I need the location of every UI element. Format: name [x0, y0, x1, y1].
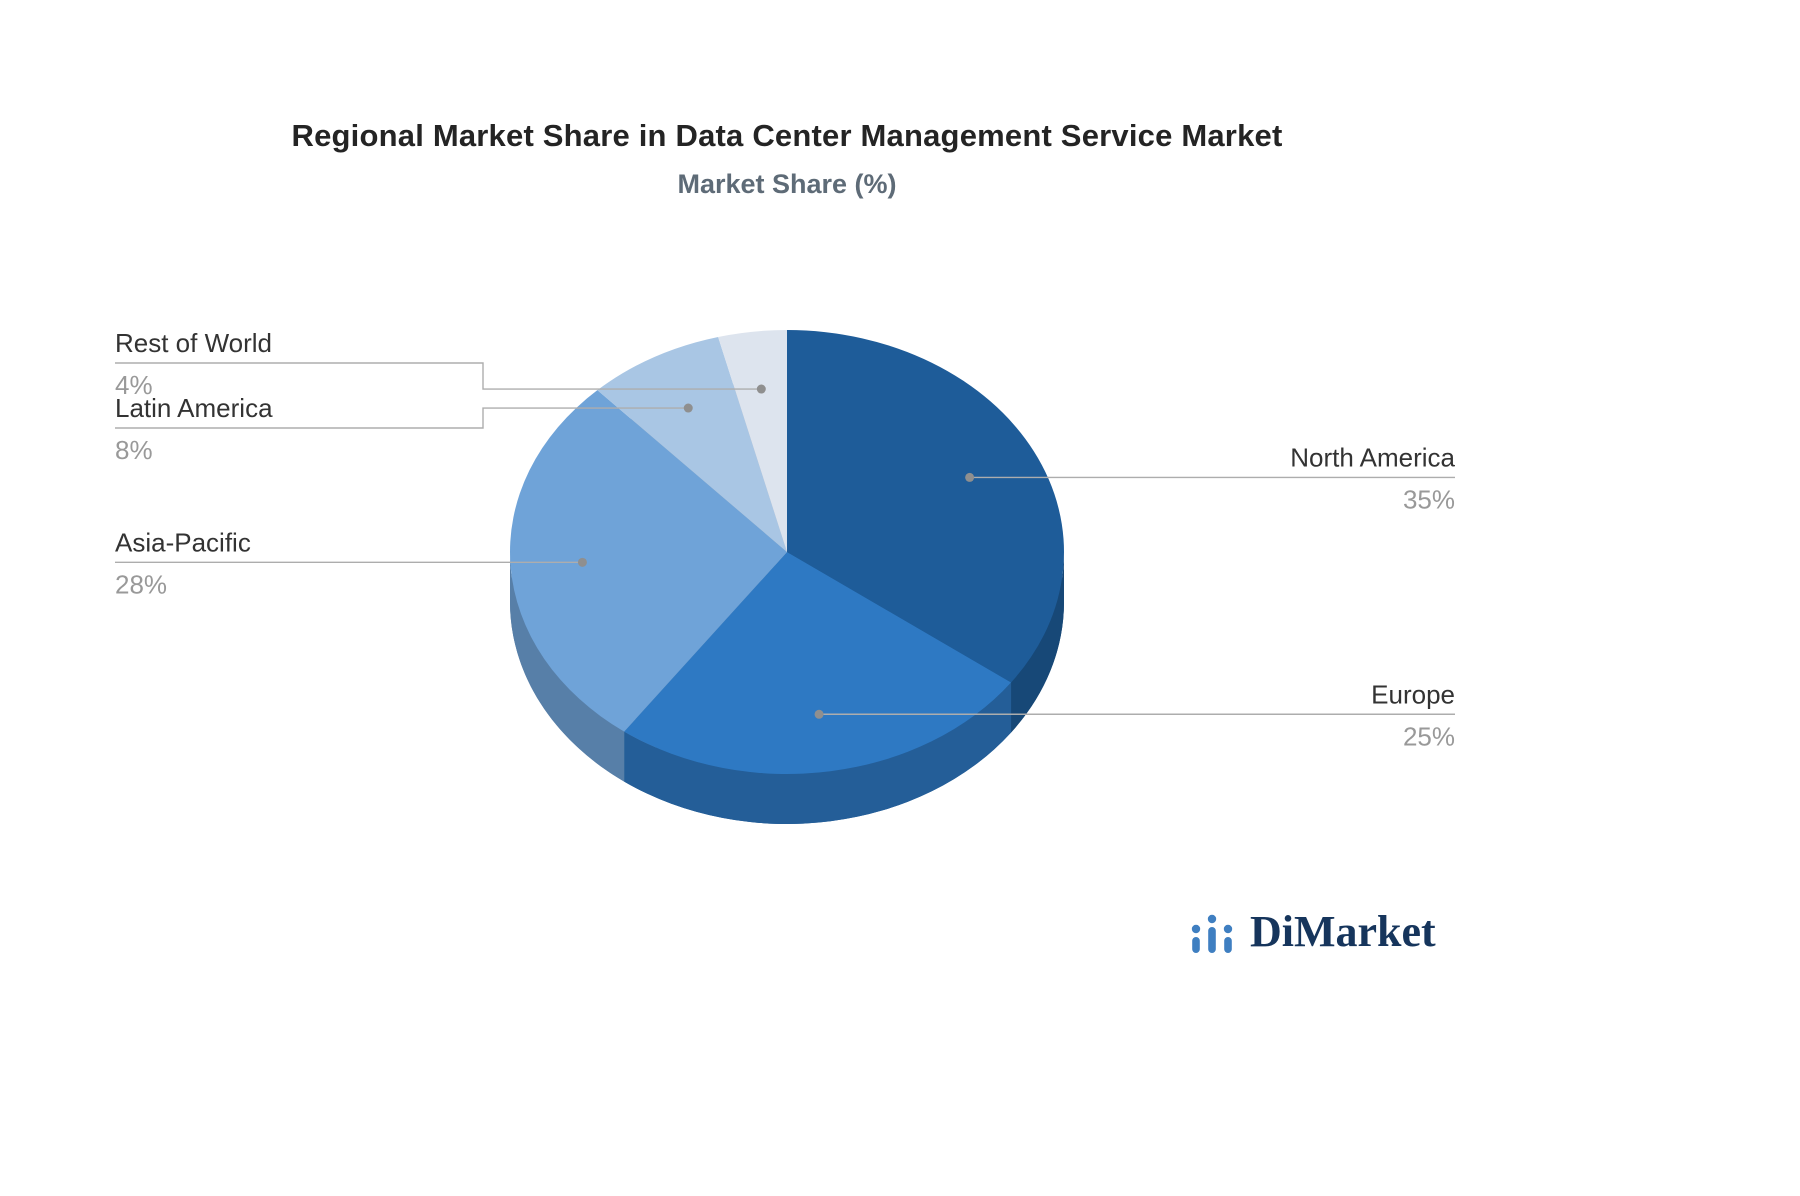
logo-dot-middle — [1207, 914, 1217, 924]
slice-label-asia-pacific: Asia-Pacific — [115, 527, 251, 557]
label-dot-north-america — [965, 472, 975, 482]
pie-slice-rim-europe — [624, 682, 1012, 824]
slice-value-north-america: 35% — [1403, 484, 1455, 514]
pie-slice-europe[interactable] — [624, 552, 1012, 774]
label-dot-europe — [814, 709, 824, 719]
label-dot-rest-of-world — [756, 384, 766, 394]
label-line-rest-of-world — [115, 362, 762, 390]
slice-label-latin-america: Latin America — [115, 393, 273, 423]
logo-bar-right — [1224, 937, 1232, 953]
label-dot-asia-pacific — [577, 557, 587, 567]
chart-title: Regional Market Share in Data Center Man… — [291, 118, 1283, 153]
slice-value-rest-of-world: 4% — [115, 370, 153, 400]
pie-slice-asia-pacific[interactable] — [510, 390, 787, 732]
dimarket-logo: DiMarket — [1186, 906, 1436, 958]
label-dot-latin-america — [683, 403, 693, 413]
logo-dot-right — [1223, 924, 1233, 934]
slice-label-rest-of-world: Rest of World — [115, 328, 272, 358]
label-line-latin-america — [115, 407, 689, 429]
logo-dot-left — [1191, 924, 1201, 934]
pie-slice-rim-north-america — [1011, 552, 1064, 733]
logo-bar-middle — [1208, 927, 1216, 953]
pie-slice-rim-asia-pacific — [510, 552, 625, 782]
slice-value-europe: 25% — [1403, 721, 1455, 751]
slice-value-asia-pacific: 28% — [115, 569, 167, 599]
slice-value-latin-america: 8% — [115, 435, 153, 465]
logo-bar-left — [1192, 937, 1200, 953]
pie-slice-north-america[interactable] — [787, 330, 1064, 683]
dimarket-logo-text: DiMarket — [1250, 907, 1436, 956]
pie-slice-latin-america[interactable] — [597, 336, 787, 552]
slice-label-north-america: North America — [1290, 442, 1455, 472]
chart-subtitle: Market Share (%) — [677, 169, 897, 199]
slice-label-europe: Europe — [1371, 679, 1455, 709]
dimarket-logo-icon — [1191, 914, 1233, 953]
pie-slice-rest-of-world[interactable] — [718, 330, 787, 552]
